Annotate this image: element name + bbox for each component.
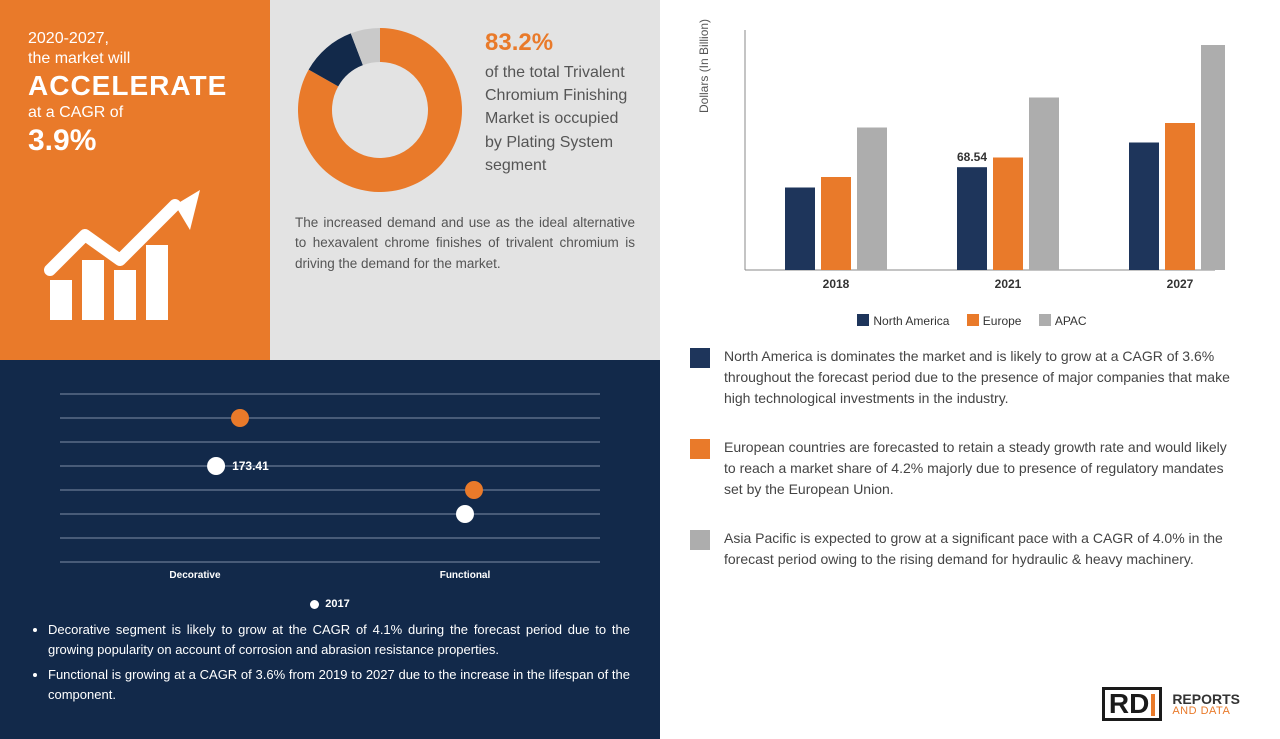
svg-text:2018: 2018 — [823, 277, 850, 291]
bar-chart: Dollars (In Billion) 201868.5420212027 — [705, 20, 1225, 300]
cagr-period: 2020-2027, — [28, 30, 242, 48]
bar-legend: North America Europe APAC — [690, 314, 1240, 328]
brand-line2: AND DATA — [1172, 706, 1240, 717]
cagr-accelerate: ACCELERATE — [28, 70, 242, 102]
right-column: Dollars (In Billion) 2018 68.54 2021 2027 N… — [660, 0, 1280, 739]
region-text: Asia Pacific is expected to grow at a si… — [724, 528, 1240, 570]
growth-arrow-icon — [40, 190, 210, 330]
cagr-value: 3.9% — [28, 124, 242, 158]
dot-bullet: Functional is growing at a CAGR of 3.6% … — [48, 665, 630, 704]
region-item-eu: European countries are forecasted to ret… — [690, 437, 1240, 500]
donut-panel: 83.2% of the total Trivalent Chromium Fi… — [270, 0, 660, 360]
svg-text:Functional: Functional — [440, 570, 491, 581]
dot-chart: 173.41 Decorative Functional — [40, 384, 620, 594]
donut-desc: of the total Trivalent Chromium Finishin… — [485, 61, 635, 177]
region-item-apac: Asia Pacific is expected to grow at a si… — [690, 528, 1240, 570]
brand-mark-icon: RD — [1102, 687, 1162, 721]
dot-legend-marker-icon — [310, 600, 319, 609]
legend-swatch-na — [857, 314, 869, 326]
dot-legend: 2017 — [30, 598, 630, 610]
region-list: North America is dominates the market an… — [690, 346, 1240, 570]
svg-text:68.54: 68.54 — [957, 150, 987, 164]
region-swatch-icon — [690, 348, 710, 368]
svg-text:2027: 2027 — [1167, 277, 1194, 291]
cagr-line3: at a CAGR of — [28, 104, 242, 122]
legend-label-na: North America — [873, 314, 949, 328]
legend-swatch-eu — [967, 314, 979, 326]
region-item-na: North America is dominates the market an… — [690, 346, 1240, 409]
region-swatch-icon — [690, 439, 710, 459]
legend-swatch-apac — [1039, 314, 1051, 326]
top-left-row: 2020-2027, the market will ACCELERATE at… — [0, 0, 660, 360]
dot-bullet: Decorative segment is likely to grow at … — [48, 620, 630, 659]
dot-legend-year: 2017 — [325, 598, 349, 610]
bar-ylabel: Dollars (In Billion) — [697, 19, 711, 113]
region-text: North America is dominates the market an… — [724, 346, 1240, 409]
dot-bullets: Decorative segment is likely to grow at … — [30, 620, 630, 710]
cagr-line2: the market will — [28, 50, 242, 68]
region-text: European countries are forecasted to ret… — [724, 437, 1240, 500]
brand-line1: REPORTS — [1172, 692, 1240, 706]
cagr-panel: 2020-2027, the market will ACCELERATE at… — [0, 0, 270, 360]
svg-text:2021: 2021 — [995, 277, 1022, 291]
donut-percent: 83.2% — [485, 29, 635, 57]
legend-label-apac: APAC — [1055, 314, 1087, 328]
region-swatch-icon — [690, 530, 710, 550]
svg-text:173.41: 173.41 — [232, 459, 269, 473]
donut-caption: The increased demand and use as the idea… — [295, 213, 635, 274]
dot-panel: 173.41 Decorative Functional 2017 Decorati… — [0, 360, 660, 739]
brand-logo: RD REPORTS AND DATA — [1102, 687, 1240, 721]
donut-chart — [295, 25, 465, 195]
svg-text:Decorative: Decorative — [169, 570, 221, 581]
legend-label-eu: Europe — [983, 314, 1022, 328]
infographic-root: 2020-2027, the market will ACCELERATE at… — [0, 0, 1280, 739]
left-column: 2020-2027, the market will ACCELERATE at… — [0, 0, 660, 739]
